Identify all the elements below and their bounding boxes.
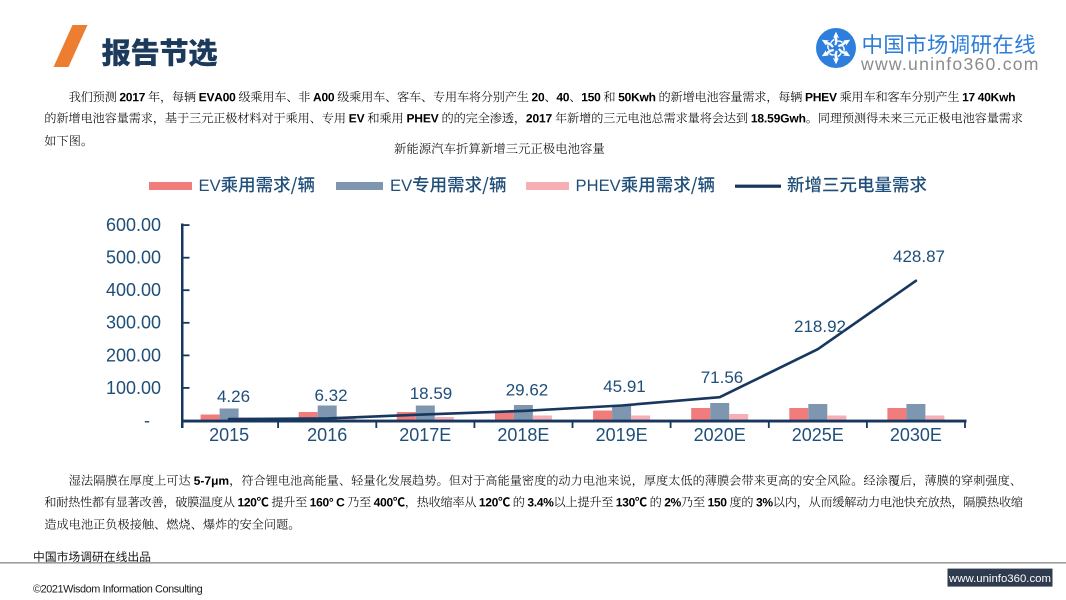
svg-text:600.00: 600.00 [106,215,161,235]
svg-text:200.00: 200.00 [106,345,161,365]
svg-text:400.00: 400.00 [106,280,161,300]
svg-text:500.00: 500.00 [106,248,161,268]
svg-text:4.26: 4.26 [217,387,250,406]
svg-text:300.00: 300.00 [106,313,161,333]
svg-text:2015: 2015 [209,425,249,445]
svg-text:2019E: 2019E [596,425,648,445]
svg-text:6.32: 6.32 [314,386,347,405]
svg-text:-: - [144,411,150,431]
svg-text:2017E: 2017E [399,425,451,445]
svg-text:2020E: 2020E [694,425,746,445]
svg-text:2018E: 2018E [497,425,549,445]
svg-text:428.87: 428.87 [893,247,945,266]
svg-text:2030E: 2030E [890,425,942,445]
svg-text:©2021Wisdom Information Consul: ©2021Wisdom Information Consulting [33,584,203,596]
svg-text:www.uninfo360.com: www.uninfo360.com [948,573,1051,585]
svg-text:71.56: 71.56 [701,368,744,387]
svg-text:29.62: 29.62 [506,381,549,400]
svg-text:www.uninfo360.com: www.uninfo360.com [860,54,1040,74]
svg-text:45.91: 45.91 [603,377,646,396]
svg-text:18.59: 18.59 [410,384,453,403]
svg-text:100.00: 100.00 [106,378,161,398]
svg-text:2016: 2016 [307,425,347,445]
svg-text:2025E: 2025E [792,425,844,445]
svg-text:218.92: 218.92 [794,317,846,336]
